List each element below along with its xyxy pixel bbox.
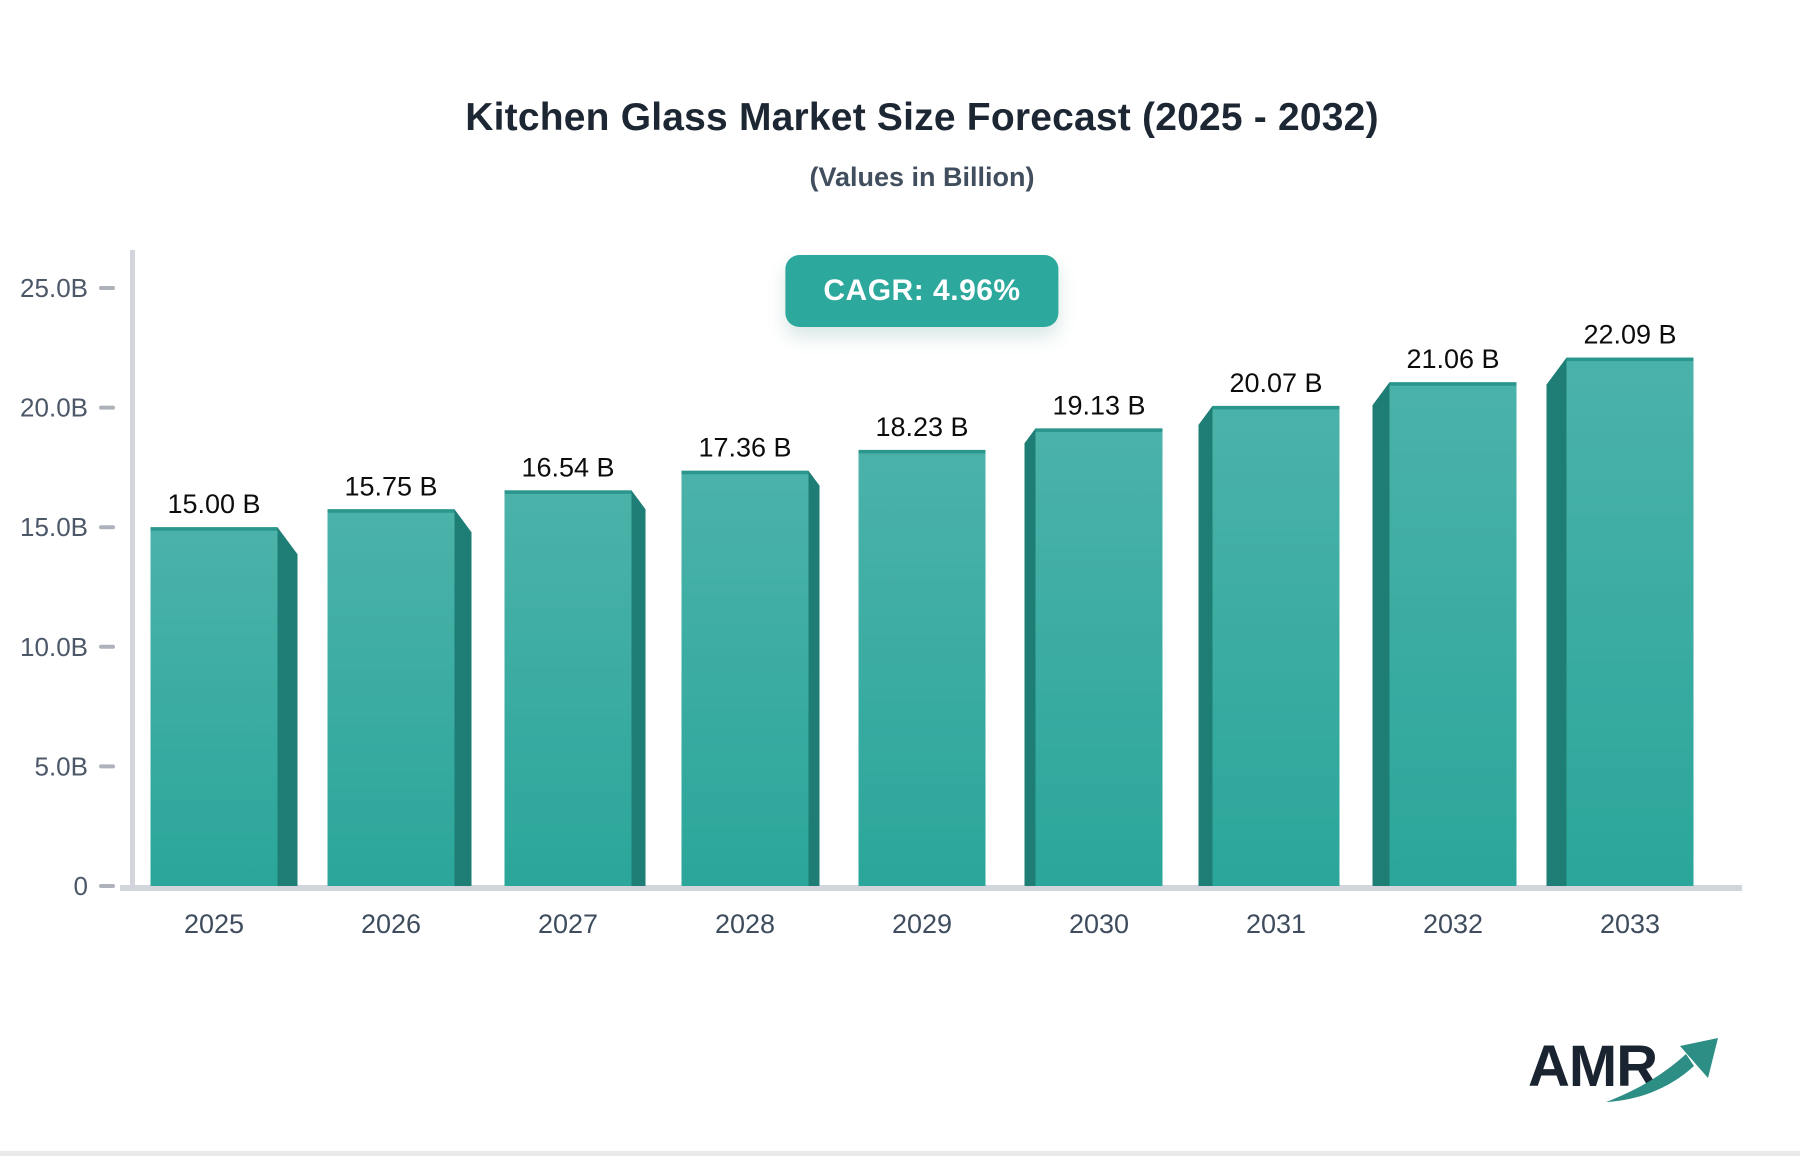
y-axis-tick [99,286,115,290]
bar-side-face [1372,382,1390,886]
bar-2033 [1566,357,1694,887]
x-axis-label: 2027 [538,909,598,939]
bar-2029 [858,449,986,886]
y-axis-tick [99,884,115,888]
x-axis-label: 2025 [184,909,244,939]
bar-value-label: 21.06 B [1406,344,1499,374]
y-axis-tick-label: 0 [74,871,88,901]
amr-logo-text: AMR [1528,1034,1658,1099]
bar-top-edge [1035,428,1163,432]
bar-2026 [327,509,455,886]
x-axis-line [120,885,1742,891]
y-axis-tick [99,764,115,769]
cagr-badge-label: CAGR: 4.96% [823,274,1021,307]
growth-arrow-icon [1606,1038,1718,1102]
y-axis-tick [99,644,115,649]
bar-side-face [454,509,472,886]
bar-top-edge [1389,382,1517,386]
bar-2028 [681,470,809,886]
bar-2032 [1389,382,1517,886]
x-axis-label: 2030 [1069,909,1129,939]
chart-subtitle: (Values in Billion) [809,162,1035,192]
bar-2025 [150,527,278,886]
bar-top-edge [327,509,455,513]
bar-value-label: 16.54 B [521,452,614,482]
chart-title: Kitchen Glass Market Size Forecast (2025… [465,96,1379,139]
x-axis-label: 2028 [715,909,775,939]
screenshot-bottom-border [0,1151,1800,1156]
x-axis-label: 2029 [892,909,952,939]
x-axis-label: 2032 [1423,909,1483,939]
bar-value-label: 22.09 B [1583,320,1676,350]
bar-top-edge [1566,357,1694,362]
amr-logo: AMR [1528,1036,1728,1116]
y-axis-tick-label: 25.0B [20,273,88,303]
y-axis-tick-label: 20.0B [20,393,88,423]
bar-value-label: 19.13 B [1052,390,1145,420]
bar-top-edge [858,449,986,454]
bar-side-face [1198,405,1213,886]
y-axis-tick-label: 10.0B [20,632,88,662]
bar-side-face [277,527,298,886]
bar-value-label: 15.75 B [344,471,437,501]
bar-value-label: 15.00 B [167,489,260,519]
y-axis-tick [99,405,115,410]
bar-side-face [631,490,646,886]
bar-value-label: 18.23 B [875,412,968,442]
bar-2030 [1035,428,1163,886]
bar-side-face [1024,428,1036,886]
bar-top-edge [1212,405,1340,410]
cagr-badge: CAGR: 4.96% [785,255,1059,327]
x-axis-label: 2026 [361,909,421,939]
y-axis-line [130,250,135,885]
bar-top-edge [150,527,278,531]
bar-top-edge [504,490,632,494]
y-axis-tick-label: 15.0B [20,512,88,542]
bar-value-label: 20.07 B [1229,368,1322,398]
bar-top-edge [681,470,809,475]
bar-side-face [808,470,820,886]
bar-2027 [504,490,632,886]
x-axis-label: 2033 [1600,909,1660,939]
bar-side-face [1546,357,1567,887]
bar-value-label: 17.36 B [698,433,791,463]
bar-2031 [1212,405,1340,886]
x-axis-label: 2031 [1246,909,1306,939]
y-axis-tick-label: 5.0B [35,751,89,781]
y-axis-tick [99,525,115,530]
